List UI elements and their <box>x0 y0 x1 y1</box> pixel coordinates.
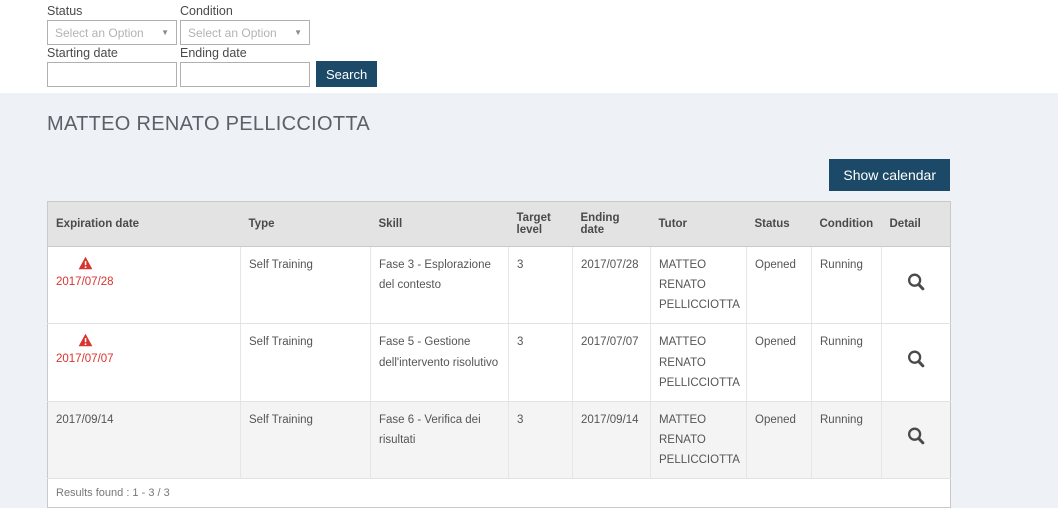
expiration-date-text: 2017/07/28 <box>56 276 114 288</box>
cell-expiration-date: 2017/07/07 <box>47 323 241 402</box>
expiration-date-text: 2017/07/07 <box>56 353 114 366</box>
detail-search-icon[interactable] <box>905 425 927 447</box>
page-title: MATTEO RENATO PELLICCIOTTA <box>47 113 371 135</box>
condition-label: Condition <box>180 4 233 18</box>
cell-type: Self Training <box>240 323 371 402</box>
column-header-condition: Condition <box>811 201 882 247</box>
table-header-row: Expiration date Type Skill Target level … <box>47 201 951 247</box>
table-footer-row: Results found : 1 - 3 / 3 <box>47 478 951 508</box>
cell-detail <box>881 401 951 480</box>
status-select[interactable]: Select an Option ▼ <box>47 20 177 45</box>
column-header-detail: Detail <box>881 201 951 247</box>
cell-target-level: 3 <box>508 323 573 402</box>
table-row: 2017/07/28 Self Training Fase 3 - Esplor… <box>47 246 951 325</box>
cell-skill: Fase 6 - Verifica dei risultati <box>370 401 509 480</box>
cell-tutor: MATTEO RENATO PELLICCIOTTA <box>650 323 747 402</box>
dropdown-arrow-icon: ▼ <box>161 28 169 37</box>
ending-date-label: Ending date <box>180 46 247 60</box>
table-body: 2017/07/28 Self Training Fase 3 - Esplor… <box>47 246 951 480</box>
cell-condition: Running <box>811 323 882 402</box>
cell-condition: Running <box>811 246 882 325</box>
cell-ending-date: 2017/07/28 <box>572 246 651 325</box>
cell-condition: Running <box>811 401 882 480</box>
search-button[interactable]: Search <box>316 61 378 87</box>
column-header-ending-date: Ending date <box>572 201 651 247</box>
cell-expiration-date: 2017/07/28 <box>47 246 241 325</box>
show-calendar-button[interactable]: Show calendar <box>829 159 950 191</box>
cell-type: Self Training <box>240 246 371 325</box>
column-header-type: Type <box>240 201 371 247</box>
starting-date-label: Starting date <box>47 46 118 60</box>
cell-target-level: 3 <box>508 246 573 325</box>
cell-target-level: 3 <box>508 401 573 480</box>
cell-skill: Fase 3 - Esplorazione del contesto <box>370 246 509 325</box>
results-table: Expiration date Type Skill Target level … <box>47 201 951 508</box>
dropdown-arrow-icon: ▼ <box>294 28 302 37</box>
filter-panel: Status Select an Option ▼ Starting date … <box>0 0 1058 93</box>
column-header-tutor: Tutor <box>650 201 747 247</box>
cell-skill: Fase 5 - Gestione dell'intervento risolu… <box>370 323 509 402</box>
cell-tutor: MATTEO RENATO PELLICCIOTTA <box>650 246 747 325</box>
column-header-target-level: Target level <box>508 201 573 247</box>
detail-search-icon[interactable] <box>905 348 927 370</box>
status-label: Status <box>47 4 83 18</box>
starting-date-input[interactable] <box>47 62 177 87</box>
status-select-value: Select an Option <box>55 25 144 40</box>
cell-tutor: MATTEO RENATO PELLICCIOTTA <box>650 401 747 480</box>
condition-select[interactable]: Select an Option ▼ <box>180 20 310 45</box>
results-count: Results found : 1 - 3 / 3 <box>47 478 951 508</box>
results-section: MATTEO RENATO PELLICCIOTTA Show calendar… <box>0 113 1058 508</box>
cell-status: Opened <box>746 246 812 325</box>
column-header-status: Status <box>746 201 812 247</box>
cell-ending-date: 2017/09/14 <box>572 401 651 480</box>
cell-detail <box>881 246 951 325</box>
detail-search-icon[interactable] <box>905 271 927 293</box>
column-header-skill: Skill <box>370 201 509 247</box>
column-header-expiration-date: Expiration date <box>47 201 241 247</box>
cell-detail <box>881 323 951 402</box>
condition-select-value: Select an Option <box>188 25 277 40</box>
ending-date-input[interactable] <box>180 62 310 87</box>
warning-icon <box>78 256 232 270</box>
cell-status: Opened <box>746 323 812 402</box>
warning-icon <box>78 333 232 347</box>
cell-ending-date: 2017/07/07 <box>572 323 651 402</box>
table-row: 2017/09/14 Self Training Fase 6 - Verifi… <box>47 401 951 480</box>
cell-expiration-date: 2017/09/14 <box>47 401 241 480</box>
expiration-date-text: 2017/09/14 <box>56 413 114 426</box>
table-row: 2017/07/07 Self Training Fase 5 - Gestio… <box>47 323 951 402</box>
cell-type: Self Training <box>240 401 371 480</box>
cell-status: Opened <box>746 401 812 480</box>
